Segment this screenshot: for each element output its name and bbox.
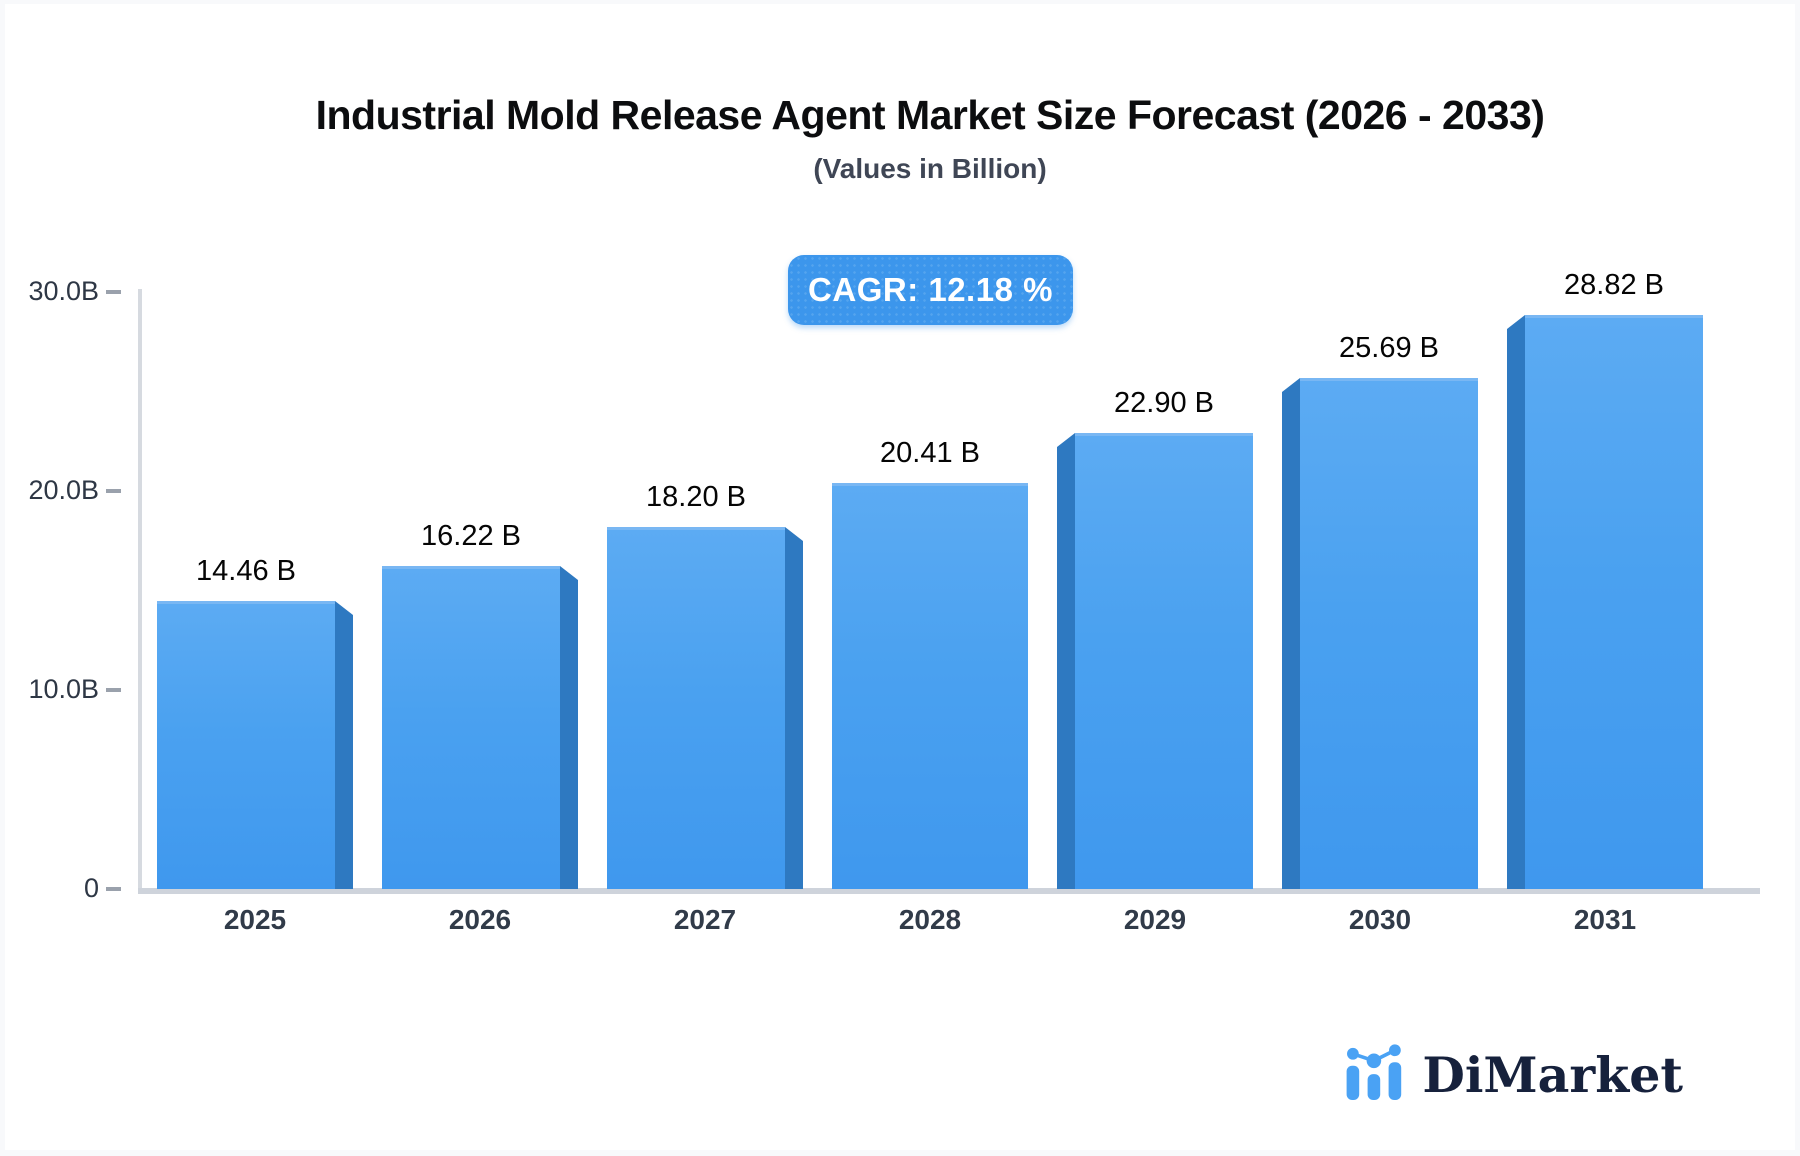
bar-value-label: 22.90 B: [1114, 387, 1214, 419]
bar-3d-side: [785, 527, 803, 889]
bar-value-label: 28.82 B: [1564, 269, 1664, 301]
brand-name: DiMarket: [1422, 1046, 1683, 1104]
cagr-badge-label: CAGR: 12.18 %: [808, 271, 1053, 308]
bar: [832, 483, 1028, 889]
mini-bar-line-chart-icon: [1346, 1044, 1402, 1100]
bar: [1282, 378, 1478, 889]
bar: [382, 566, 578, 889]
bar-chart-plot-area: 0 10.0B 20.0B 30.0B 14.46 B 2025 16.22 B 2026 18…: [5, 4, 1795, 1150]
x-tick-label: 2030: [1348, 904, 1412, 935]
bar-value-label: 16.22 B: [421, 520, 521, 552]
bar-face: [1075, 433, 1253, 889]
x-tick-label: 2025: [223, 904, 287, 935]
bar: [1057, 433, 1253, 889]
bar-value-label: 20.41 B: [880, 437, 980, 469]
x-tick-label: 2027: [673, 904, 737, 935]
x-tick-label: 2031: [1573, 904, 1637, 935]
y-tick-label: 20.0B: [28, 475, 99, 505]
chart-header: Industrial Mold Release Agent Market Siz…: [65, 92, 1795, 185]
y-tick-dash: [106, 489, 121, 493]
x-tick-label: 2029: [1123, 904, 1187, 935]
x-tick-label: 2026: [448, 904, 512, 935]
bar: [1507, 315, 1703, 889]
y-tick-label: 0: [83, 873, 99, 903]
bar-value-label: 18.20 B: [646, 481, 746, 513]
bar-3d-side: [1507, 315, 1525, 889]
y-tick-label: 30.0B: [28, 276, 99, 306]
chart-title: Industrial Mold Release Agent Market Siz…: [315, 92, 1545, 138]
bar-3d-side: [560, 566, 578, 889]
bar-face: [607, 527, 785, 889]
chart-subtitle: (Values in Billion): [813, 153, 1047, 184]
bar-face: [382, 566, 560, 889]
y-tick-dash: [106, 887, 121, 891]
x-tick-label: 2028: [898, 904, 962, 935]
y-tick-label: 10.0B: [28, 674, 99, 704]
x-axis-baseline: [138, 888, 1760, 894]
bar-face: [1300, 378, 1478, 889]
brand-watermark: DiMarket: [1343, 1044, 1683, 1100]
bar: [157, 601, 353, 889]
bar-face: [1525, 315, 1703, 889]
y-tick-dash: [106, 290, 121, 294]
bar-3d-side: [1282, 378, 1300, 889]
chart-card: Industrial Mold Release Agent Market Siz…: [5, 4, 1795, 1150]
bar-face: [157, 601, 335, 889]
cagr-badge: CAGR: 12.18 %: [788, 255, 1073, 325]
y-axis-line: [138, 289, 142, 892]
bar-face: [832, 483, 1028, 889]
bar-3d-side: [335, 601, 353, 889]
bar-3d-side: [1057, 433, 1075, 889]
bar-value-label: 14.46 B: [196, 555, 296, 587]
y-tick-dash: [106, 688, 121, 692]
bar: [607, 527, 803, 889]
bar-value-label: 25.69 B: [1339, 332, 1439, 364]
